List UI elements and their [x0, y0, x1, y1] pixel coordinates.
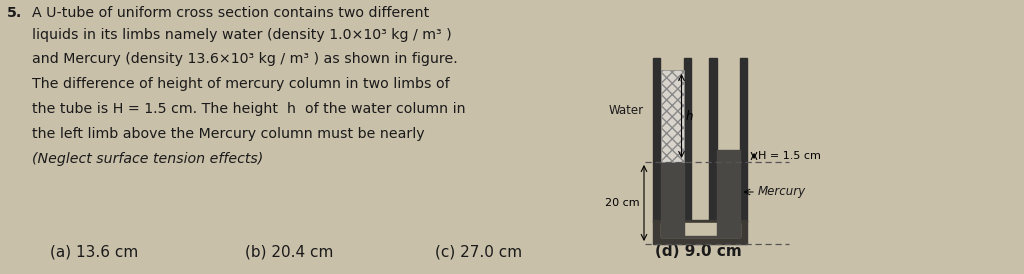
Bar	[709, 58, 717, 222]
Text: (a) 13.6 cm: (a) 13.6 cm	[50, 244, 138, 259]
Text: A U-tube of uniform cross section contains two different: A U-tube of uniform cross section contai…	[32, 6, 429, 20]
Bar	[653, 58, 660, 222]
Text: 20 cm: 20 cm	[605, 198, 640, 208]
Text: (Neglect surface tension effects): (Neglect surface tension effects)	[32, 152, 263, 166]
Text: (d) 9.0 cm: (d) 9.0 cm	[655, 244, 741, 259]
Text: Mercury: Mercury	[758, 185, 806, 198]
Bar	[739, 58, 746, 222]
Bar	[660, 223, 739, 236]
Text: H = 1.5 cm: H = 1.5 cm	[758, 151, 821, 161]
Text: Water: Water	[609, 104, 644, 116]
Bar	[683, 58, 691, 222]
Text: the tube is H = 1.5 cm. The height  h  of the water column in: the tube is H = 1.5 cm. The height h of …	[32, 102, 466, 116]
Text: the left limb above the Mercury column must be nearly: the left limb above the Mercury column m…	[32, 127, 425, 141]
Bar	[653, 220, 746, 244]
Text: (c) 27.0 cm: (c) 27.0 cm	[435, 244, 522, 259]
Text: and Mercury (density 13.6×10³ kg / m³ ) as shown in figure.: and Mercury (density 13.6×10³ kg / m³ ) …	[32, 52, 458, 66]
Bar	[660, 162, 683, 236]
Text: h: h	[685, 110, 693, 122]
Text: 5.: 5.	[7, 6, 23, 20]
Bar	[660, 70, 683, 162]
Text: The difference of height of mercury column in two limbs of: The difference of height of mercury colu…	[32, 77, 450, 91]
Bar	[717, 150, 739, 236]
Text: (b) 20.4 cm: (b) 20.4 cm	[245, 244, 334, 259]
Text: liquids in its limbs namely water (density 1.0×10³ kg / m³ ): liquids in its limbs namely water (densi…	[32, 28, 452, 42]
